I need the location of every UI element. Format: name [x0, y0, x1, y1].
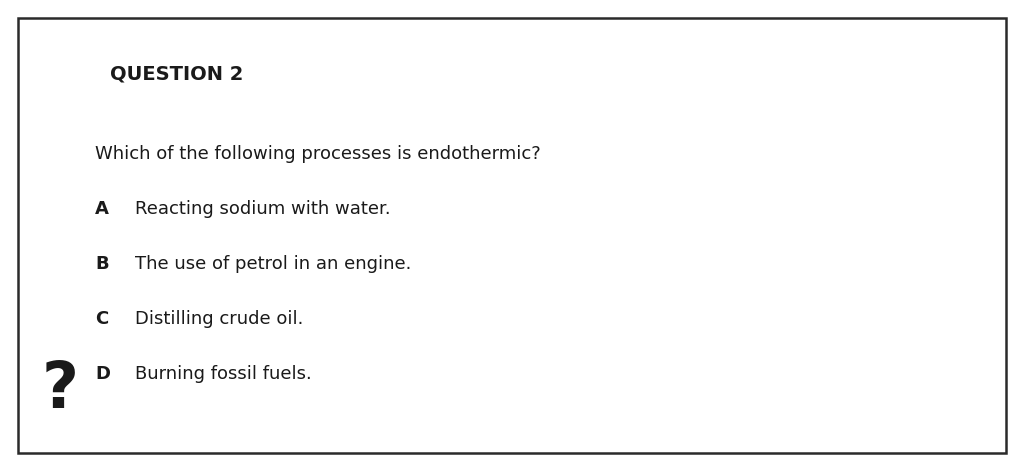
Text: A: A — [95, 200, 109, 218]
Text: QUESTION 2: QUESTION 2 — [110, 65, 244, 84]
Text: B: B — [95, 255, 109, 273]
Text: Distilling crude oil.: Distilling crude oil. — [135, 310, 303, 328]
Text: ?: ? — [42, 359, 79, 421]
Text: C: C — [95, 310, 109, 328]
Text: Burning fossil fuels.: Burning fossil fuels. — [135, 365, 311, 383]
Text: The use of petrol in an engine.: The use of petrol in an engine. — [135, 255, 412, 273]
Text: Reacting sodium with water.: Reacting sodium with water. — [135, 200, 390, 218]
Text: Which of the following processes is endothermic?: Which of the following processes is endo… — [95, 145, 541, 163]
Text: D: D — [95, 365, 110, 383]
